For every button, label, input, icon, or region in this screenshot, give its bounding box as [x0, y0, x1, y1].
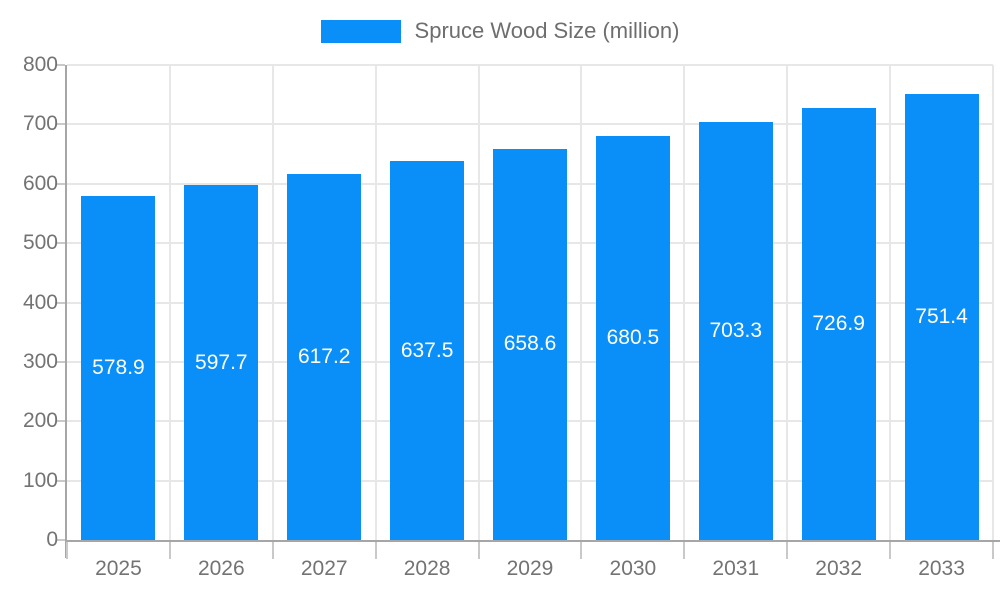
- bar[interactable]: [493, 148, 567, 540]
- y-tick-label: 0: [46, 528, 58, 551]
- x-tick: [271, 542, 274, 559]
- x-axis-line: [65, 540, 1000, 542]
- bar[interactable]: [698, 122, 773, 540]
- y-tick-label: 800: [22, 53, 58, 76]
- x-tick-label: 2027: [300, 557, 348, 580]
- plot-area: 578.9 597.7 617.2 637.5 658.6 680.5 703.3 726.9…: [56, 64, 1000, 559]
- bar-value-label: 680.5: [606, 325, 660, 349]
- y-tick: [56, 479, 65, 482]
- y-tick-label: 100: [22, 468, 58, 492]
- bar[interactable]: [81, 196, 156, 540]
- gridline-v: [271, 65, 274, 540]
- y-tick-label: 700: [22, 112, 58, 136]
- gridline-v: [992, 65, 994, 540]
- x-tick-label: 2033: [918, 557, 965, 580]
- y-tick-label: 200: [22, 409, 58, 433]
- x-tick-label: 2029: [506, 557, 554, 580]
- y-tick: [56, 301, 65, 304]
- gridline-v: [374, 65, 377, 540]
- legend-swatch: [320, 19, 401, 43]
- gridline-v: [580, 65, 583, 540]
- y-tick: [56, 123, 65, 126]
- y-tick-label: 600: [22, 171, 58, 195]
- bar-value-label: 726.9: [812, 312, 865, 336]
- gridline-v: [889, 65, 892, 540]
- x-tick-label: 2032: [815, 557, 863, 580]
- y-tick: [56, 360, 65, 363]
- gridline-h: [67, 123, 993, 126]
- y-tick: [56, 539, 65, 541]
- bar-value-label: 751.4: [915, 304, 968, 328]
- gridline-v: [786, 65, 789, 540]
- y-tick-label: 400: [22, 290, 58, 314]
- bar[interactable]: [184, 185, 259, 540]
- y-tick: [56, 242, 65, 245]
- x-tick-label: 2026: [197, 557, 245, 580]
- x-tick-label: 2031: [712, 557, 760, 580]
- bar-value-label: 578.9: [92, 356, 145, 380]
- legend-label: Spruce Wood Size (million): [414, 18, 680, 43]
- x-tick: [66, 542, 68, 559]
- bar[interactable]: [801, 108, 876, 540]
- y-axis-line: [65, 65, 67, 558]
- x-tick: [477, 542, 480, 559]
- bar[interactable]: [287, 173, 362, 540]
- bar[interactable]: [390, 161, 465, 540]
- y-tick: [56, 182, 65, 185]
- bar-value-label: 658.6: [503, 332, 557, 356]
- gridline-v: [477, 65, 480, 540]
- x-tick-label: 2025: [95, 557, 142, 580]
- gridline-h: [67, 64, 993, 66]
- bar[interactable]: [595, 135, 670, 540]
- gridline-v: [168, 65, 171, 540]
- y-tick-label: 500: [22, 231, 58, 255]
- gridline-v: [683, 65, 686, 540]
- x-tick: [992, 542, 994, 559]
- x-tick: [889, 542, 892, 559]
- x-tick: [580, 542, 583, 559]
- bar-value-label: 617.2: [297, 344, 351, 368]
- x-tick: [168, 542, 171, 559]
- chart-legend[interactable]: Spruce Wood Size (million): [0, 16, 1000, 46]
- x-tick-label: 2028: [403, 557, 451, 580]
- bar-value-label: 637.5: [400, 338, 454, 362]
- y-tick: [56, 64, 65, 66]
- bar-value-label: 597.7: [195, 350, 248, 374]
- x-tick: [683, 542, 686, 559]
- x-tick: [786, 542, 789, 559]
- x-tick-label: 2030: [609, 557, 657, 580]
- bar[interactable]: [904, 93, 979, 540]
- y-tick: [56, 420, 65, 423]
- x-tick: [374, 542, 377, 559]
- bar-value-label: 703.3: [709, 319, 763, 343]
- y-tick-label: 300: [22, 349, 58, 373]
